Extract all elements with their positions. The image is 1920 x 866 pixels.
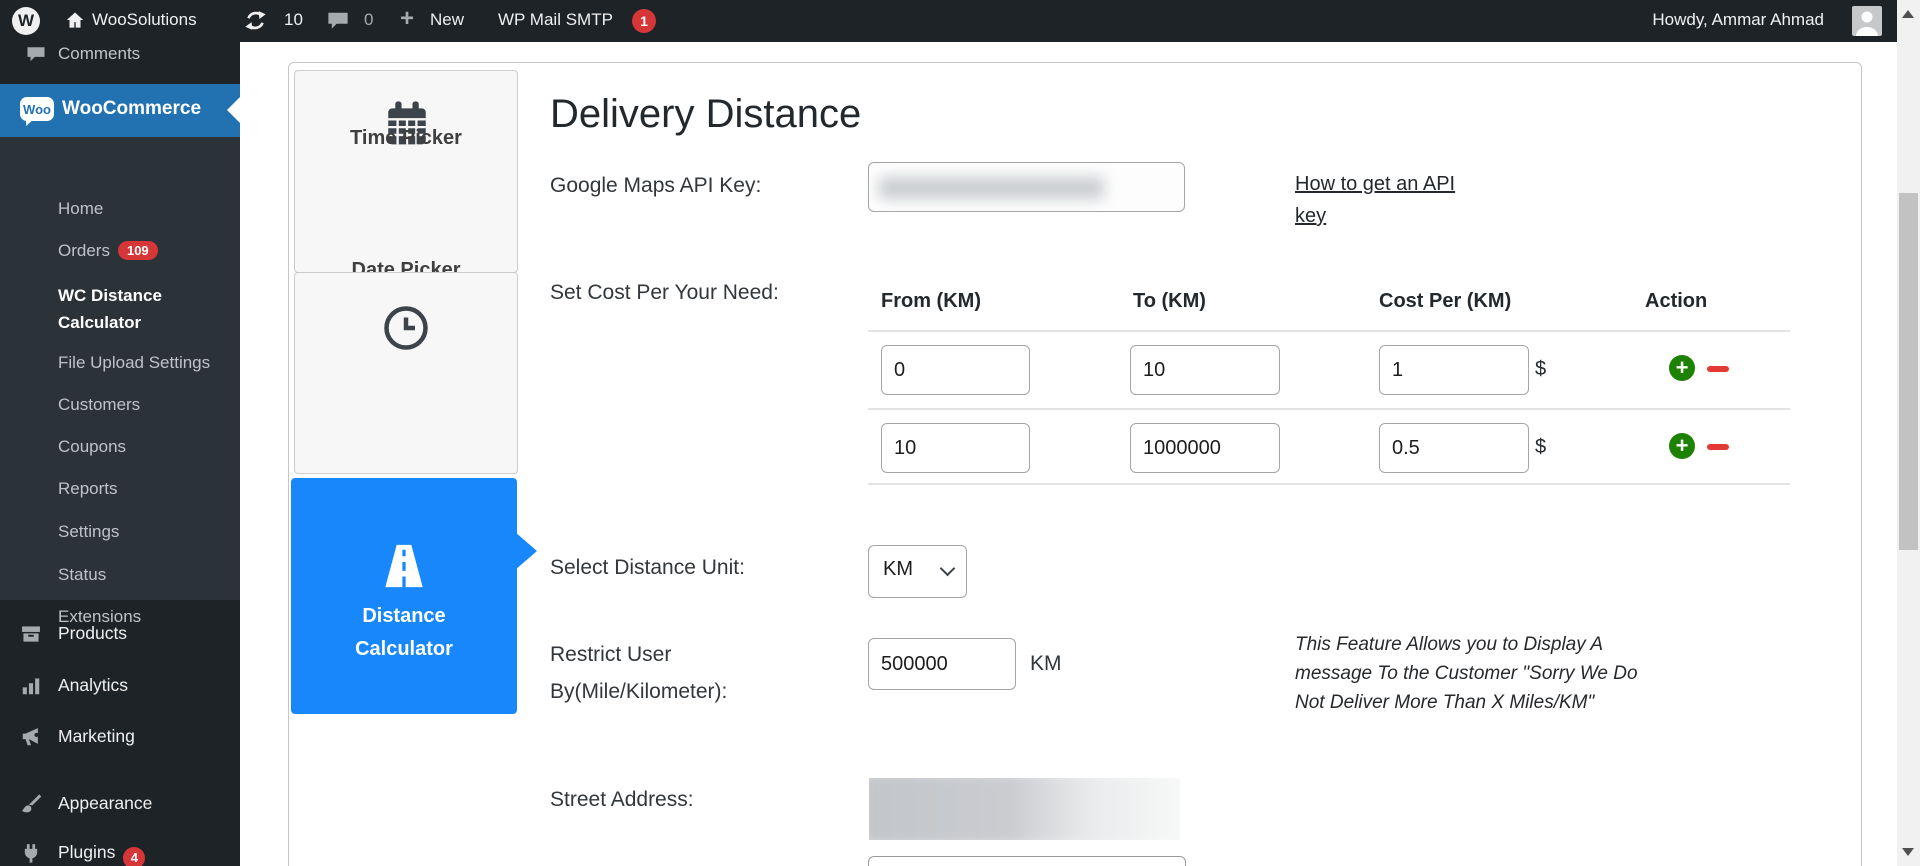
remove-row-icon[interactable] <box>1707 366 1729 372</box>
street-address-redacted[interactable] <box>869 778 1180 840</box>
tab-label: Distance Calculator <box>355 605 453 660</box>
to-input-row2[interactable] <box>1130 423 1280 473</box>
howdy-account-link[interactable]: Howdy, Ammar Ahmad <box>1652 10 1824 29</box>
sidebar-item-coupons[interactable]: Coupons <box>58 437 127 456</box>
wordpress-logo-icon[interactable]: W <box>12 7 40 35</box>
tab-label: Time Picker <box>350 127 462 149</box>
avatar[interactable] <box>1852 6 1882 36</box>
sidebar-item-home[interactable]: Home <box>58 199 104 218</box>
scroll-up-arrow-icon[interactable] <box>1902 10 1914 18</box>
orders-count-badge: 109 <box>117 241 158 260</box>
from-input-row1[interactable] <box>881 345 1030 395</box>
wp-mail-smtp-link[interactable]: WP Mail SMTP <box>498 10 613 29</box>
table-divider <box>868 408 1790 410</box>
updates-icon[interactable] <box>243 8 268 33</box>
new-button[interactable]: New <box>430 10 465 29</box>
sidebar-item-products[interactable]: Products <box>58 623 128 643</box>
restrict-distance-input[interactable] <box>868 638 1016 690</box>
redacted-api-key <box>879 177 1104 199</box>
sidebar-item-woocommerce[interactable]: Woo WooCommerce <box>0 84 240 137</box>
admin-bar: W WooSolutions 10 0 + New WP Mail SMTP 1… <box>0 0 1897 42</box>
cost-table-label: Set Cost Per Your Need: <box>550 281 779 304</box>
sidebar-item-plugins[interactable]: Plugins 4 <box>58 842 146 866</box>
sidebar-item-orders[interactable]: Orders 109 <box>58 241 158 261</box>
orders-label: Orders <box>58 241 110 260</box>
cost-input-row1[interactable] <box>1379 345 1529 395</box>
tab-time-picker[interactable]: Time Picker <box>294 127 518 474</box>
woocommerce-icon: Woo <box>20 97 54 121</box>
tab-date-picker[interactable]: Date Picker <box>294 70 518 281</box>
api-key-input[interactable] <box>868 162 1185 212</box>
sidebar-item-reports[interactable]: Reports <box>58 479 118 498</box>
sidebar-item-marketing[interactable]: Marketing <box>58 726 135 746</box>
sidebar-item-settings[interactable]: Settings <box>58 522 120 541</box>
plugins-count-badge: 4 <box>123 846 146 866</box>
sidebar-item-status[interactable]: Status <box>58 565 107 584</box>
scroll-down-arrow-icon[interactable] <box>1902 848 1914 856</box>
woocommerce-icon-tail <box>26 119 34 126</box>
add-row-icon[interactable]: + <box>1669 355 1695 381</box>
distance-unit-label: Select Distance Unit: <box>550 556 745 579</box>
vertical-scrollbar[interactable] <box>1897 0 1920 866</box>
road-icon <box>378 540 430 592</box>
table-divider <box>868 330 1790 332</box>
plus-icon: + <box>400 5 415 32</box>
cost-input-row2[interactable] <box>1379 423 1529 473</box>
clock-icon <box>382 304 430 352</box>
from-input-row2[interactable] <box>881 423 1030 473</box>
comments-icon[interactable] <box>327 11 349 31</box>
scrollbar-thumb[interactable] <box>1899 193 1918 550</box>
updates-count[interactable]: 10 <box>284 10 303 29</box>
sidebar-item-customers[interactable]: Customers <box>58 395 141 414</box>
tab-distance-calculator[interactable]: Distance Calculator <box>291 478 517 714</box>
sidebar-item-file-upload-settings[interactable]: File Upload Settings <box>58 353 211 372</box>
col-header-action: Action <box>1645 290 1708 312</box>
home-icon[interactable] <box>64 9 86 31</box>
street-address-label: Street Address: <box>550 788 694 811</box>
plugins-label: Plugins <box>58 842 116 862</box>
current-menu-arrow <box>227 97 240 123</box>
woocommerce-submenu: Home Orders 109 WC Distance Calculator Fi… <box>0 137 240 626</box>
restrict-unit-text: KM <box>1030 652 1062 675</box>
sidebar-item-analytics[interactable]: Analytics <box>58 675 129 695</box>
smtp-notification-badge: 1 <box>632 9 656 33</box>
chevron-down-icon <box>939 560 956 577</box>
analytics-icon <box>20 675 42 697</box>
to-input-row1[interactable] <box>1130 345 1280 395</box>
selected-unit: KM <box>883 558 913 580</box>
col-header-cost: Cost Per (KM) <box>1379 290 1512 312</box>
distance-unit-select[interactable]: KM <box>868 545 967 598</box>
redacted-address <box>869 778 1180 840</box>
marketing-icon <box>20 726 42 748</box>
currency-symbol: $ <box>1535 358 1547 380</box>
sidebar-item-extensions[interactable]: Extensions <box>58 607 142 626</box>
products-icon <box>20 623 42 645</box>
admin-sidebar: Comments Woo WooCommerce Home Orders 109 … <box>0 42 240 866</box>
appearance-icon <box>20 793 42 815</box>
plugins-icon <box>20 842 42 864</box>
currency-symbol: $ <box>1535 436 1547 458</box>
sidebar-item-appearance[interactable]: Appearance <box>58 793 153 813</box>
comments-count[interactable]: 0 <box>364 10 374 29</box>
sidebar-item-wc-distance-calculator[interactable]: WC Distance Calculator <box>58 286 162 332</box>
partial-bottom-input[interactable] <box>868 856 1186 866</box>
add-row-icon[interactable]: + <box>1669 433 1695 459</box>
restrict-user-label: Restrict User By(Mile/Kilometer): <box>550 643 728 703</box>
sidebar-item-comments[interactable]: Comments <box>58 44 141 63</box>
sidebar-item-label: WooCommerce <box>62 98 202 119</box>
col-header-from: From (KM) <box>881 290 981 312</box>
site-name-link[interactable]: WooSolutions <box>92 10 197 29</box>
comments-menu-icon <box>26 46 46 63</box>
api-key-help-link[interactable]: How to get an API key <box>1295 173 1456 227</box>
api-key-label: Google Maps API Key: <box>550 174 762 197</box>
calendar-icon <box>381 99 433 149</box>
page-title: Delivery Distance <box>550 92 862 136</box>
restrict-feature-note: This Feature Allows you to Display A mes… <box>1295 634 1638 713</box>
col-header-to: To (KM) <box>1133 290 1206 312</box>
remove-row-icon[interactable] <box>1707 444 1729 450</box>
table-divider <box>868 483 1790 485</box>
active-tab-arrow <box>515 532 537 570</box>
